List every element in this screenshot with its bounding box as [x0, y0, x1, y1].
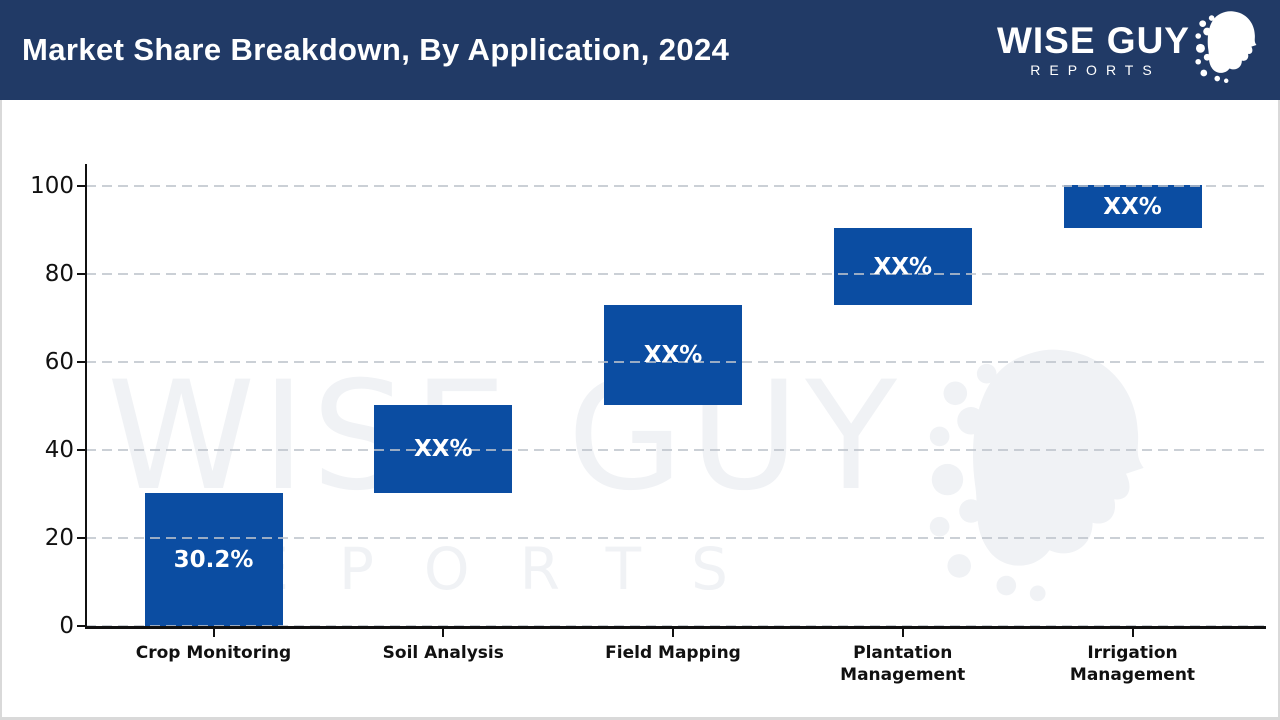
- y-axis-tick-mark: [77, 185, 86, 188]
- plot: 0 20 40 60 80 100 30.2% Crop Monitoring XX% Soil …: [2, 100, 1278, 717]
- x-axis-tick-mark: [672, 629, 674, 637]
- gridline: [86, 361, 1266, 364]
- header: Market Share Breakdown, By Application, …: [0, 0, 1280, 100]
- y-axis-tick-label: 100: [30, 173, 74, 200]
- bar-value-label: XX%: [413, 436, 473, 463]
- x-axis-line: [85, 626, 1266, 629]
- bar-segment: [1063, 185, 1202, 229]
- x-axis-category-label: Crop Monitoring: [135, 643, 292, 663]
- bar-value-label: XX%: [643, 342, 703, 369]
- bar-segment: [604, 305, 742, 405]
- gridline: [86, 185, 1266, 188]
- logo-subtext: REPORTS: [1030, 62, 1161, 78]
- y-axis-tick-mark: [77, 361, 86, 364]
- gridline: [86, 537, 1266, 540]
- bar-value-label: 30.2%: [173, 546, 254, 573]
- y-axis-line: [85, 164, 87, 629]
- y-axis-tick-label: 80: [44, 261, 74, 288]
- x-axis-category-label: Plantation Management: [840, 643, 966, 686]
- bar-value-label: XX%: [1103, 193, 1162, 220]
- y-axis-tick-label: 40: [44, 437, 74, 464]
- x-axis-tick-mark: [212, 629, 215, 637]
- gridline: [86, 449, 1266, 452]
- chart-area: WISE GUY REPORTS 0 20 40 60 80 100 30.2% Crop M…: [0, 100, 1280, 720]
- bar-segment: [374, 404, 513, 494]
- y-axis-tick-label: 20: [44, 525, 74, 552]
- logo-face-icon: [1195, 11, 1257, 84]
- x-axis-tick-mark: [901, 629, 904, 637]
- bar-value-label: XX%: [873, 253, 932, 280]
- y-axis-tick-mark: [77, 625, 86, 627]
- chart-title: Market Share Breakdown, By Application, …: [22, 32, 730, 67]
- wiseguy-logo: WISE GUY REPORTS: [997, 8, 1266, 92]
- x-axis-category-label: Irrigation Management: [1069, 643, 1196, 686]
- gridline: [86, 273, 1266, 276]
- y-axis-tick-label: 60: [44, 349, 74, 376]
- x-axis-category-label: Soil Analysis: [382, 643, 504, 663]
- x-axis-tick-mark: [1131, 629, 1134, 637]
- x-axis-category-label: Field Mapping: [605, 643, 741, 663]
- logo-wordmark: WISE GUY: [996, 20, 1190, 61]
- logo-text: WISE GUY REPORTS: [997, 22, 1190, 78]
- y-axis-tick-mark: [77, 449, 86, 452]
- y-axis-tick-mark: [77, 273, 86, 276]
- bar-segment: [144, 493, 283, 626]
- y-axis-tick-mark: [77, 537, 86, 540]
- y-axis-tick-label: 0: [59, 613, 74, 639]
- x-axis-tick-mark: [442, 629, 445, 637]
- bar-segment: [833, 228, 972, 306]
